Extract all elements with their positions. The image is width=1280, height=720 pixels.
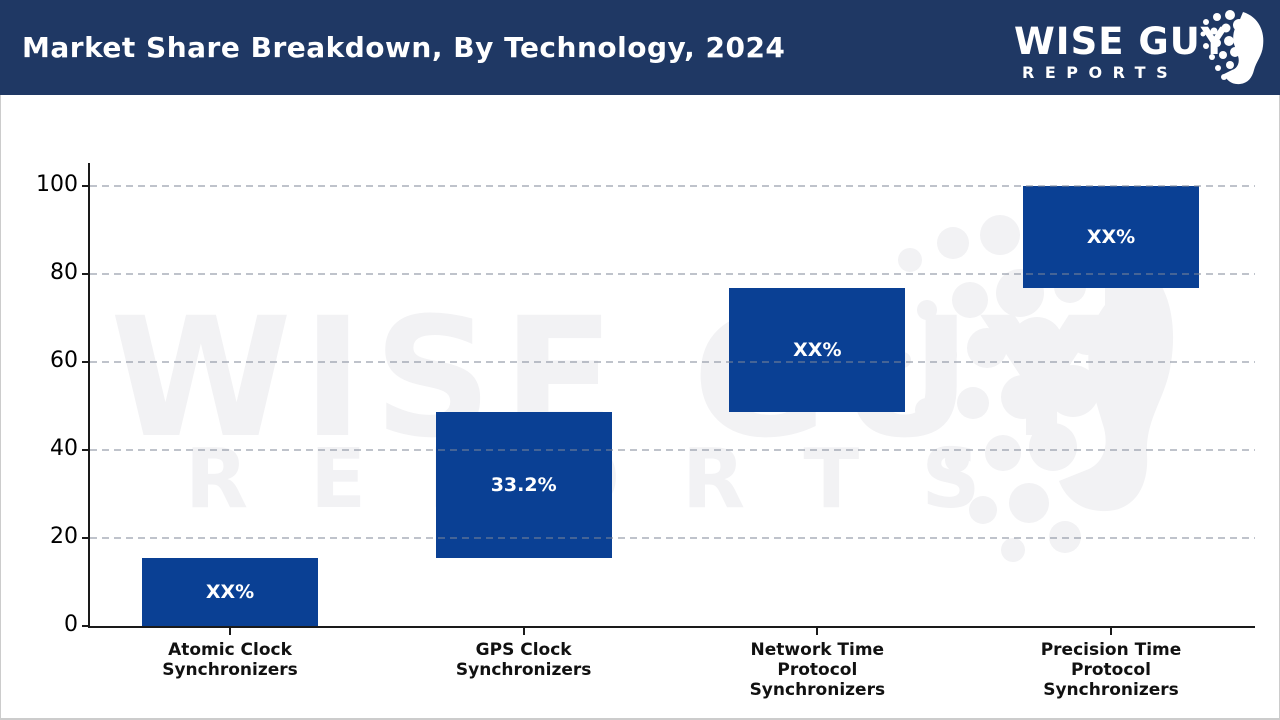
watermark-dot-face-icon xyxy=(895,215,1174,562)
logo-wordmark: WISE GUY xyxy=(1014,20,1229,63)
header-bar: Market Share Breakdown, By Technology, 2… xyxy=(0,0,1280,95)
logo-dot-face-icon xyxy=(1200,10,1264,85)
page-title: Market Share Breakdown, By Technology, 2… xyxy=(22,31,786,64)
wise-guy-reports-logo: WISE GUY REPORTS xyxy=(1014,10,1264,85)
svg-text:REPORTS: REPORTS xyxy=(1022,63,1178,82)
